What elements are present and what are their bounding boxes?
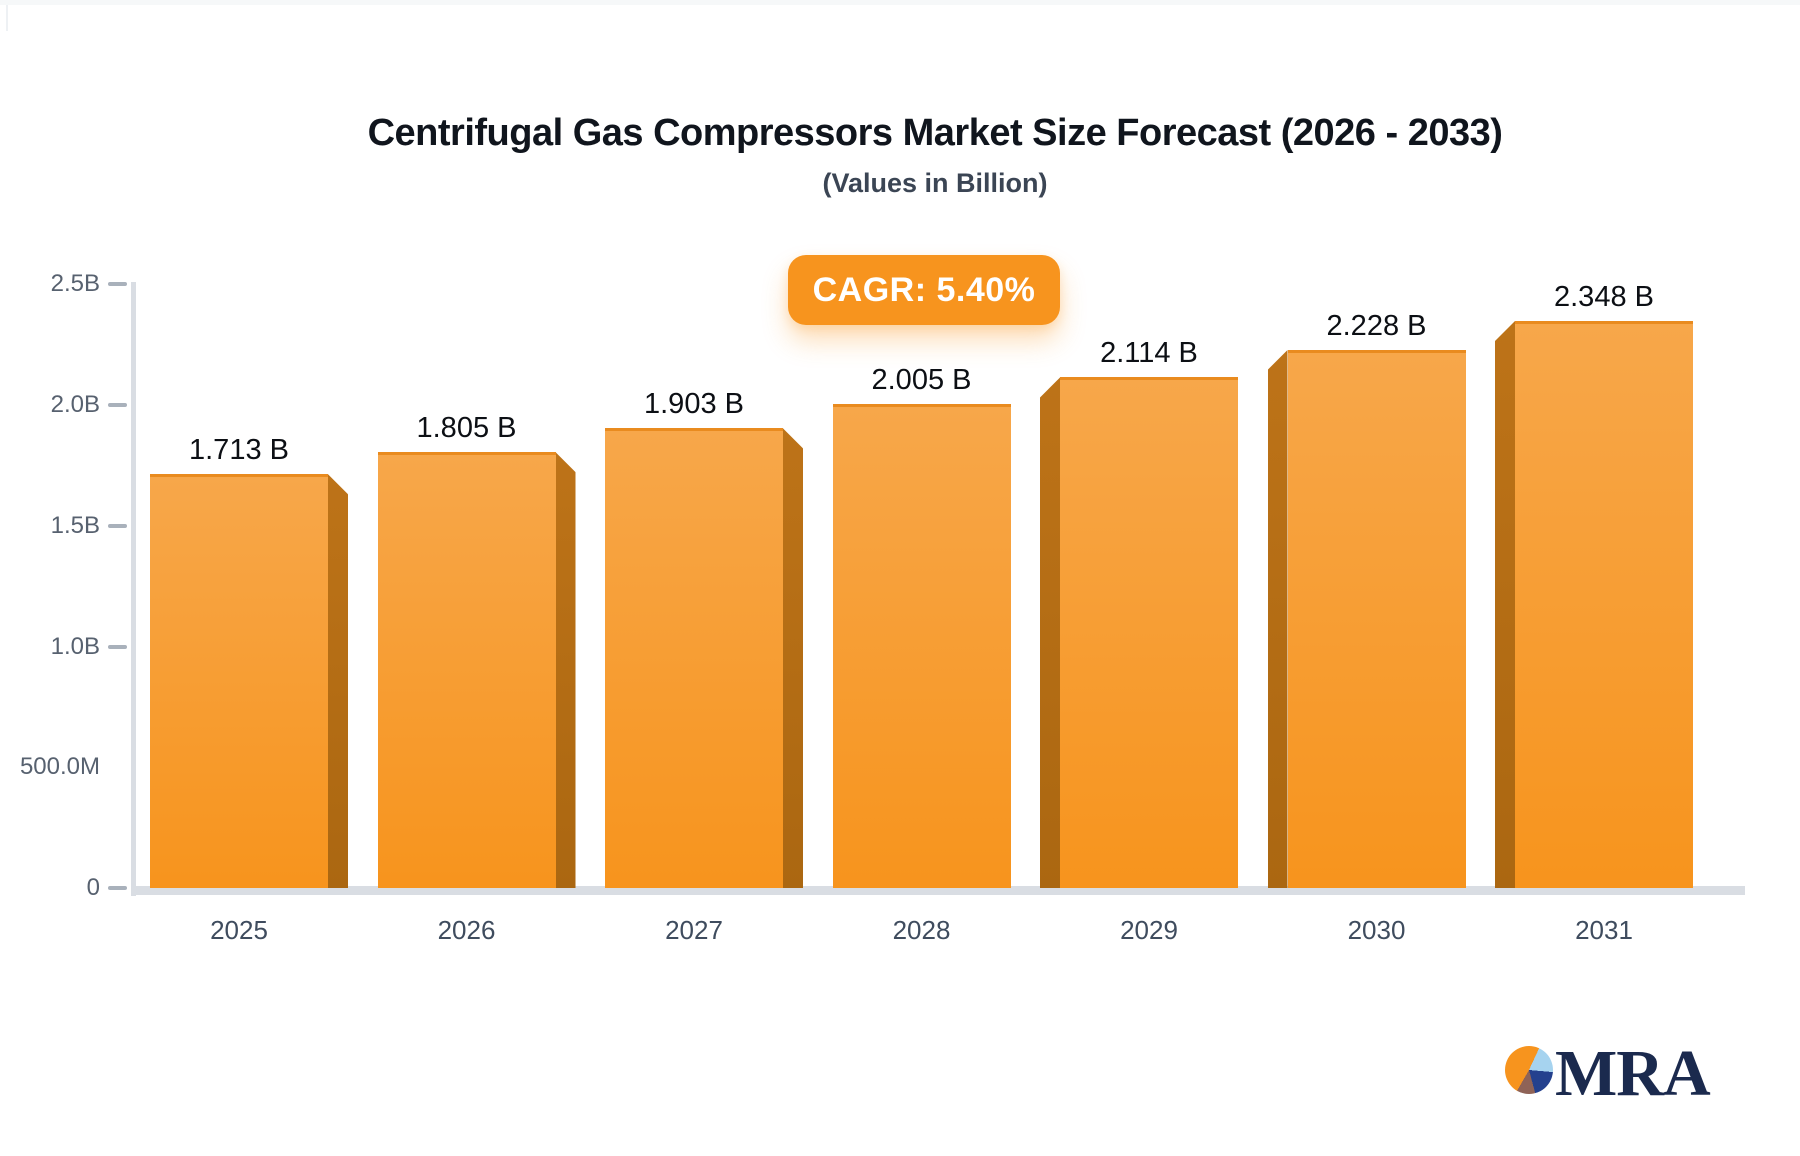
x-axis-label-2026: 2026 xyxy=(437,915,496,945)
y-axis-label-2.5B: 2.5B xyxy=(50,270,100,298)
bar-2029 xyxy=(1060,377,1238,888)
x-axis-label-2027: 2027 xyxy=(665,915,723,945)
bar-value-label-2025: 1.713 B xyxy=(189,434,289,467)
bar-value-label-2026: 1.805 B xyxy=(416,412,517,445)
bar-side-2025 xyxy=(328,474,348,888)
bar-2027 xyxy=(605,428,783,888)
bar-side-2027 xyxy=(783,428,803,888)
bar-2030 xyxy=(1287,349,1466,888)
bar-value-label-2030: 2.228 B xyxy=(1326,309,1427,342)
bar-side-2026 xyxy=(555,452,576,888)
x-axis-label-2030: 2030 xyxy=(1347,915,1406,945)
y-axis-tick-2.0B xyxy=(108,403,127,407)
y-axis-tick-0 xyxy=(108,886,127,890)
page-left-frame xyxy=(6,5,8,31)
y-axis-label-2.0B: 2.0B xyxy=(50,391,100,418)
bar-value-label-2027: 1.903 B xyxy=(644,388,744,421)
bar-side-2031 xyxy=(1495,320,1515,888)
page-top-frame xyxy=(0,0,1800,5)
y-axis-tick-1.5B xyxy=(108,523,127,528)
y-axis-tick-1.0B xyxy=(108,644,127,649)
y-axis-label-1.0B: 1.0B xyxy=(50,632,100,660)
bar-2026 xyxy=(377,452,556,888)
bar-side-2030 xyxy=(1267,349,1288,888)
chart-subtitle: (Values in Billion) xyxy=(822,168,1048,198)
y-axis-label-0: 0 xyxy=(86,874,100,901)
mra-logo: MRA xyxy=(1505,1037,1765,1110)
x-axis-label-2031: 2031 xyxy=(1575,915,1633,945)
bar-value-label-2028: 2.005 B xyxy=(871,363,972,396)
bar-side-2029 xyxy=(1040,377,1060,888)
cagr-badge-label: CAGR: 5.40% xyxy=(812,270,1036,309)
y-axis-tick-2.5B xyxy=(108,282,127,287)
y-axis-label-1.5B: 1.5B xyxy=(50,511,100,539)
x-axis-line xyxy=(131,886,1745,895)
y-axis-line xyxy=(131,282,136,896)
x-axis-label-2028: 2028 xyxy=(892,915,951,945)
bar-2031 xyxy=(1515,320,1693,888)
cagr-badge: CAGR: 5.40% xyxy=(788,255,1060,325)
bar-2028 xyxy=(832,403,1011,888)
bar-2025 xyxy=(150,474,328,888)
x-axis-label-2029: 2029 xyxy=(1120,915,1178,945)
x-axis-label-2025: 2025 xyxy=(210,915,268,945)
bar-value-label-2031: 2.348 B xyxy=(1554,280,1654,313)
mra-pie-icon xyxy=(1505,1046,1553,1094)
mra-logo-text: MRA xyxy=(1555,1037,1711,1110)
y-axis-label-500.0M: 500.0M xyxy=(19,753,100,781)
bar-value-label-2029: 2.114 B xyxy=(1100,337,1198,370)
chart-title: Centrifugal Gas Compressors Market Size … xyxy=(367,112,1503,154)
